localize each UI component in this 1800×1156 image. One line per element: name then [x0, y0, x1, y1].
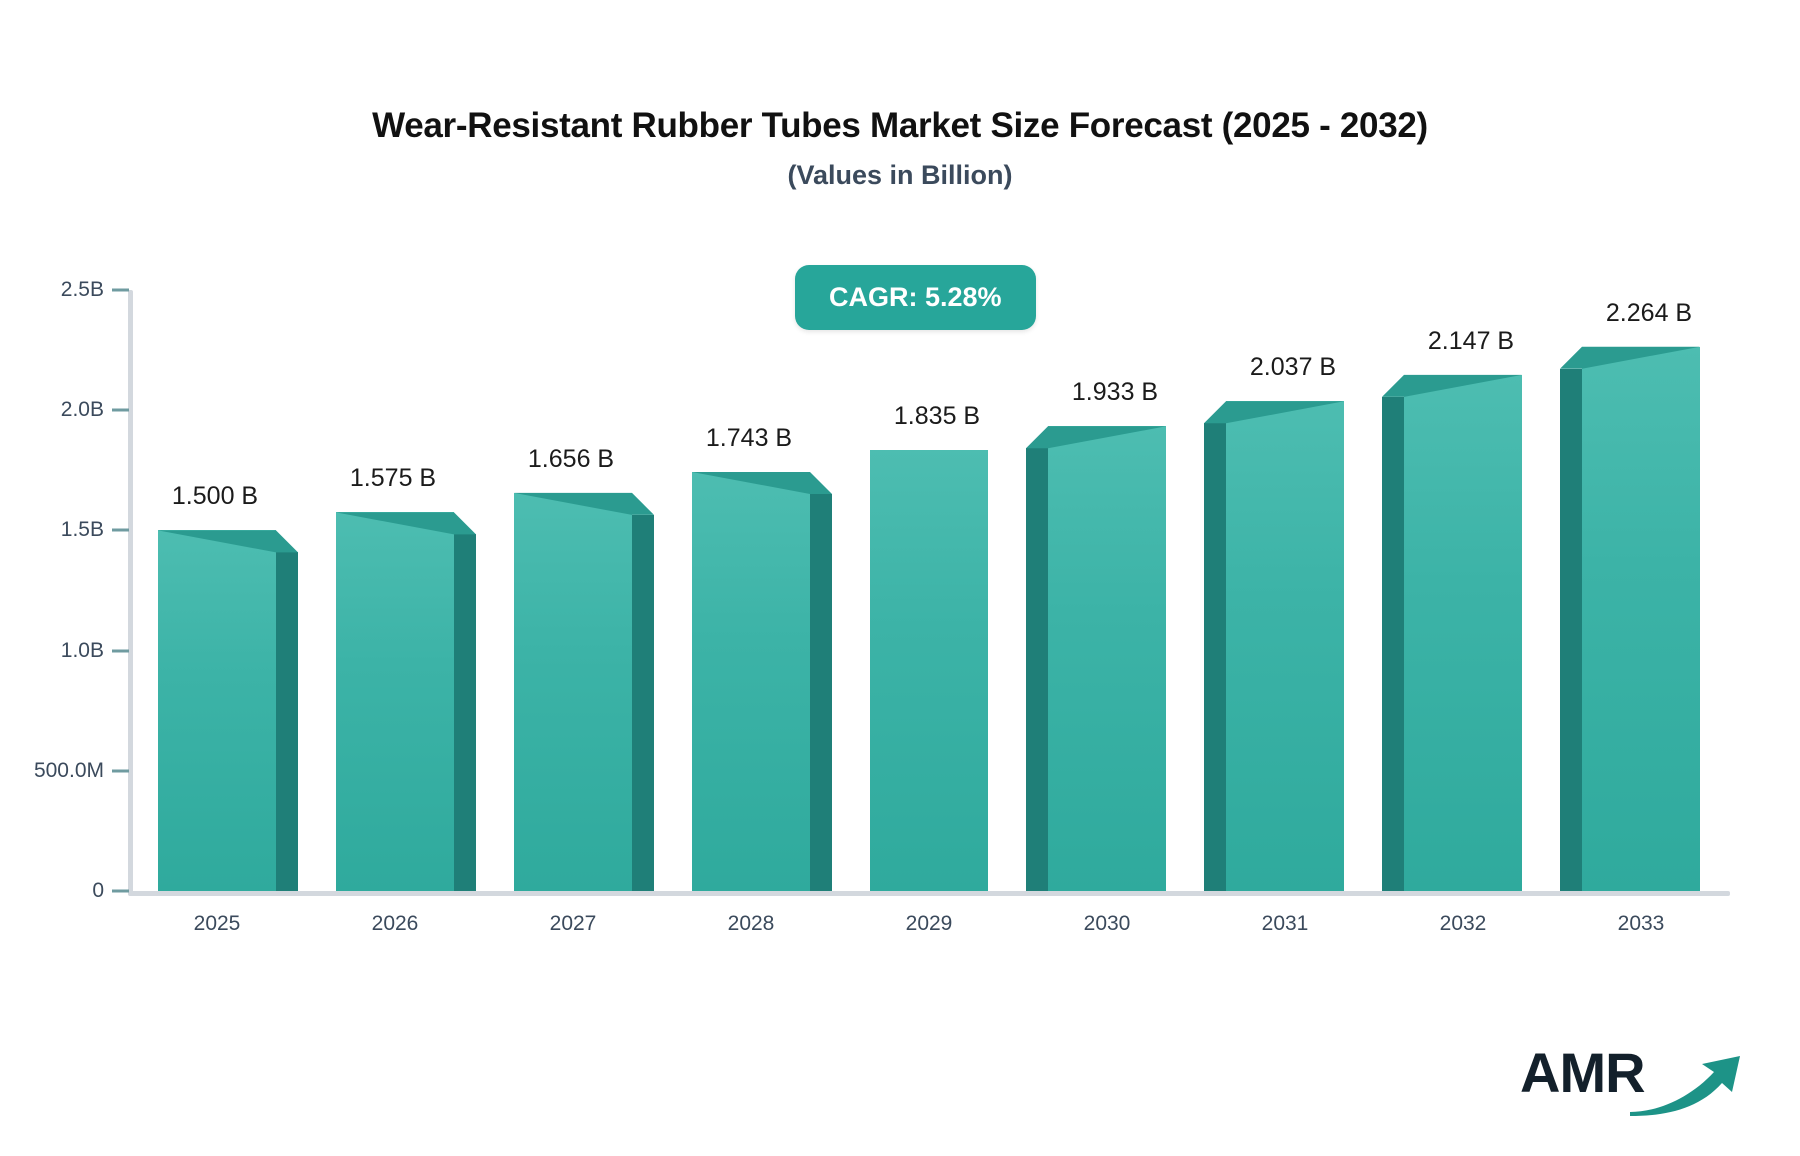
y-axis-tick-label: 500.0M	[33, 758, 104, 782]
bar-2028[interactable]	[692, 471, 832, 891]
cagr-badge: CAGR: 5.28%	[795, 265, 1036, 330]
page-title: Wear-Resistant Rubber Tubes Market Size …	[372, 106, 1428, 145]
bar-side-face	[1026, 448, 1048, 891]
bar-side-face	[276, 552, 298, 891]
bar-front-face	[336, 512, 454, 891]
bar-series	[128, 290, 1730, 891]
x-axis-tick-label: 2033	[1617, 912, 1665, 935]
x-axis-line	[128, 891, 1730, 896]
bar-value-label: 1.500 B	[171, 482, 259, 511]
bar-front-face	[692, 471, 810, 891]
bar-2027[interactable]	[514, 492, 654, 891]
bar-side-face	[454, 534, 476, 891]
logo-text: AMR	[1520, 1041, 1646, 1104]
y-axis-tick-mark	[112, 889, 129, 893]
y-axis-tick-mark	[112, 769, 129, 773]
y-axis-tick-label: 2.0B	[60, 398, 104, 422]
bar-value-label: 1.835 B	[893, 401, 981, 430]
y-axis-tick-mark	[112, 288, 129, 292]
x-axis-tick-label: 2030	[1083, 912, 1131, 935]
bar-side-face	[1560, 368, 1582, 891]
y-axis-line	[128, 290, 133, 894]
bar-2031[interactable]	[1204, 401, 1344, 891]
y-axis-tick-label: 2.5B	[60, 278, 104, 301]
bar-2025[interactable]	[158, 530, 298, 891]
y-axis-tick-mark	[112, 408, 129, 412]
bar-value-label: 1.656 B	[527, 444, 615, 473]
bar-front-face	[870, 449, 988, 891]
bar-value-label: 1.743 B	[705, 423, 793, 452]
amr-logo: AMR	[1520, 1032, 1750, 1118]
plot-area	[128, 290, 1730, 896]
bar-front-face	[1226, 401, 1344, 891]
bar-2029[interactable]	[870, 449, 988, 891]
x-axis-tick-label: 2027	[549, 912, 597, 935]
x-axis-tick-label: 2029	[905, 912, 953, 935]
bar-front-face	[1404, 374, 1522, 891]
bar-side-face	[632, 514, 654, 891]
bar-value-label: 2.037 B	[1249, 353, 1337, 382]
bar-side-face	[810, 493, 832, 891]
y-axis-tick-mark	[112, 528, 129, 532]
bar-value-label: 1.933 B	[1071, 378, 1159, 407]
y-axis-tick-mark	[112, 649, 129, 653]
bar-front-face	[1048, 426, 1166, 891]
bar-2030[interactable]	[1026, 426, 1166, 891]
bar-2033[interactable]	[1560, 346, 1700, 891]
title-block: Wear-Resistant Rubber Tubes Market Size …	[0, 106, 1800, 191]
bar-value-label: 2.264 B	[1605, 298, 1693, 327]
bar-2026[interactable]	[336, 512, 476, 891]
y-axis-tick-label: 1.5B	[60, 518, 104, 542]
x-axis-tick-label: 2032	[1439, 912, 1487, 935]
x-axis-tick-label: 2025	[193, 912, 241, 935]
bar-value-label: 2.147 B	[1427, 326, 1515, 355]
bar-2032[interactable]	[1382, 374, 1522, 891]
y-axis-tick-label: 0	[92, 879, 104, 902]
x-axis-tick-label: 2031	[1261, 912, 1309, 935]
growth-arrow-icon	[1628, 1046, 1750, 1121]
bar-value-label: 1.575 B	[349, 464, 437, 493]
bar-front-face	[514, 492, 632, 891]
x-axis-tick-label: 2028	[727, 912, 775, 935]
chart-subtitle: (Values in Billion)	[787, 160, 1013, 191]
bar-front-face	[158, 530, 276, 891]
x-axis-tick-label: 2026	[371, 912, 419, 935]
bar-side-face	[1382, 396, 1404, 891]
y-axis-tick-label: 1.0B	[60, 638, 104, 662]
bar-side-face	[1204, 423, 1226, 891]
bar-front-face	[1582, 346, 1700, 891]
